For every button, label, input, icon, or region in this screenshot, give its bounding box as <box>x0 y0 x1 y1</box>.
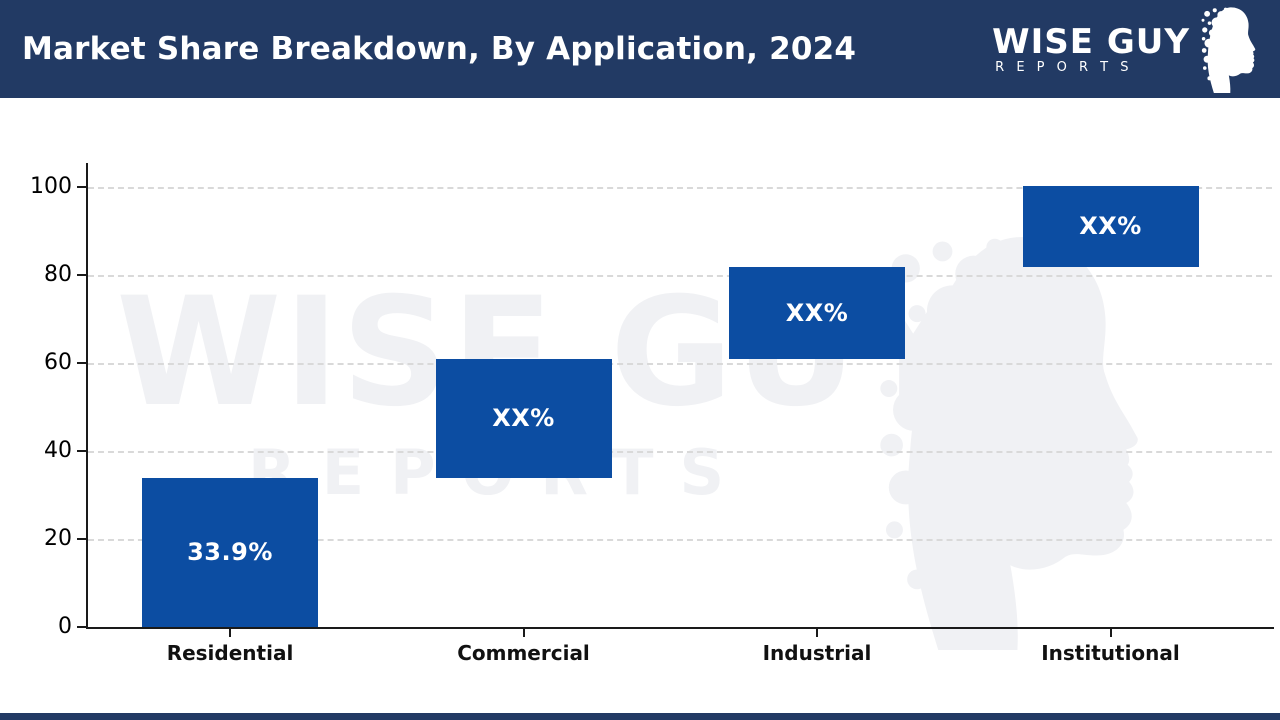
bar-commercial: XX% <box>435 358 612 478</box>
y-tick-label: 80 <box>44 262 72 287</box>
x-tick-mark <box>1109 629 1112 637</box>
y-tick-mark <box>77 274 86 276</box>
y-tick-label: 60 <box>44 350 72 375</box>
logo-wordmark: WISE GUY <box>992 21 1190 62</box>
bar-value-label: XX% <box>785 298 849 327</box>
page-title: Market Share Breakdown, By Application, … <box>22 31 857 67</box>
y-tick-label: 20 <box>44 526 72 551</box>
header-bar: Market Share Breakdown, By Application, … <box>0 0 1280 98</box>
footer-bar <box>0 713 1280 720</box>
wiseguy-logo: WISE GUY R E P O R T S <box>992 4 1268 94</box>
gridline <box>88 187 1272 189</box>
x-category-label: Institutional <box>1041 641 1180 665</box>
bar-value-label: XX% <box>492 404 555 433</box>
y-tick-label: 0 <box>58 614 72 639</box>
y-tick-label: 40 <box>44 438 72 463</box>
gridline <box>88 363 1272 365</box>
y-tick-label: 100 <box>30 174 72 199</box>
x-tick-mark <box>816 629 818 637</box>
y-tick-mark <box>77 186 86 188</box>
y-tick-mark <box>77 450 86 452</box>
logo-subtitle: R E P O R T S <box>995 59 1133 75</box>
x-axis-line <box>86 627 1274 629</box>
plot-area: 0 20 40 60 80 100 33.9% Residential XX% Commercia… <box>30 163 1274 665</box>
bar-industrial: XX% <box>729 267 905 359</box>
x-category-label: Residential <box>166 641 294 665</box>
y-tick-mark <box>77 362 86 364</box>
logo-text: WISE GUY R E P O R T S <box>992 24 1190 75</box>
x-category-label: Commercial <box>457 641 590 665</box>
y-tick-mark <box>77 626 86 628</box>
wiseguy-head-icon <box>1192 5 1268 93</box>
x-tick-mark <box>522 629 525 637</box>
bar-value-label: 33.9% <box>187 538 273 567</box>
bar-value-label: XX% <box>1079 212 1142 241</box>
y-tick-mark <box>77 538 86 540</box>
gridline <box>88 451 1272 453</box>
x-category-label: Industrial <box>762 641 872 665</box>
y-axis-line <box>86 163 88 629</box>
gridline <box>88 539 1272 541</box>
bar-residential: 33.9% <box>142 477 318 627</box>
x-tick-mark <box>229 629 231 637</box>
bar-institutional: XX% <box>1022 185 1199 268</box>
gridline <box>88 275 1272 277</box>
